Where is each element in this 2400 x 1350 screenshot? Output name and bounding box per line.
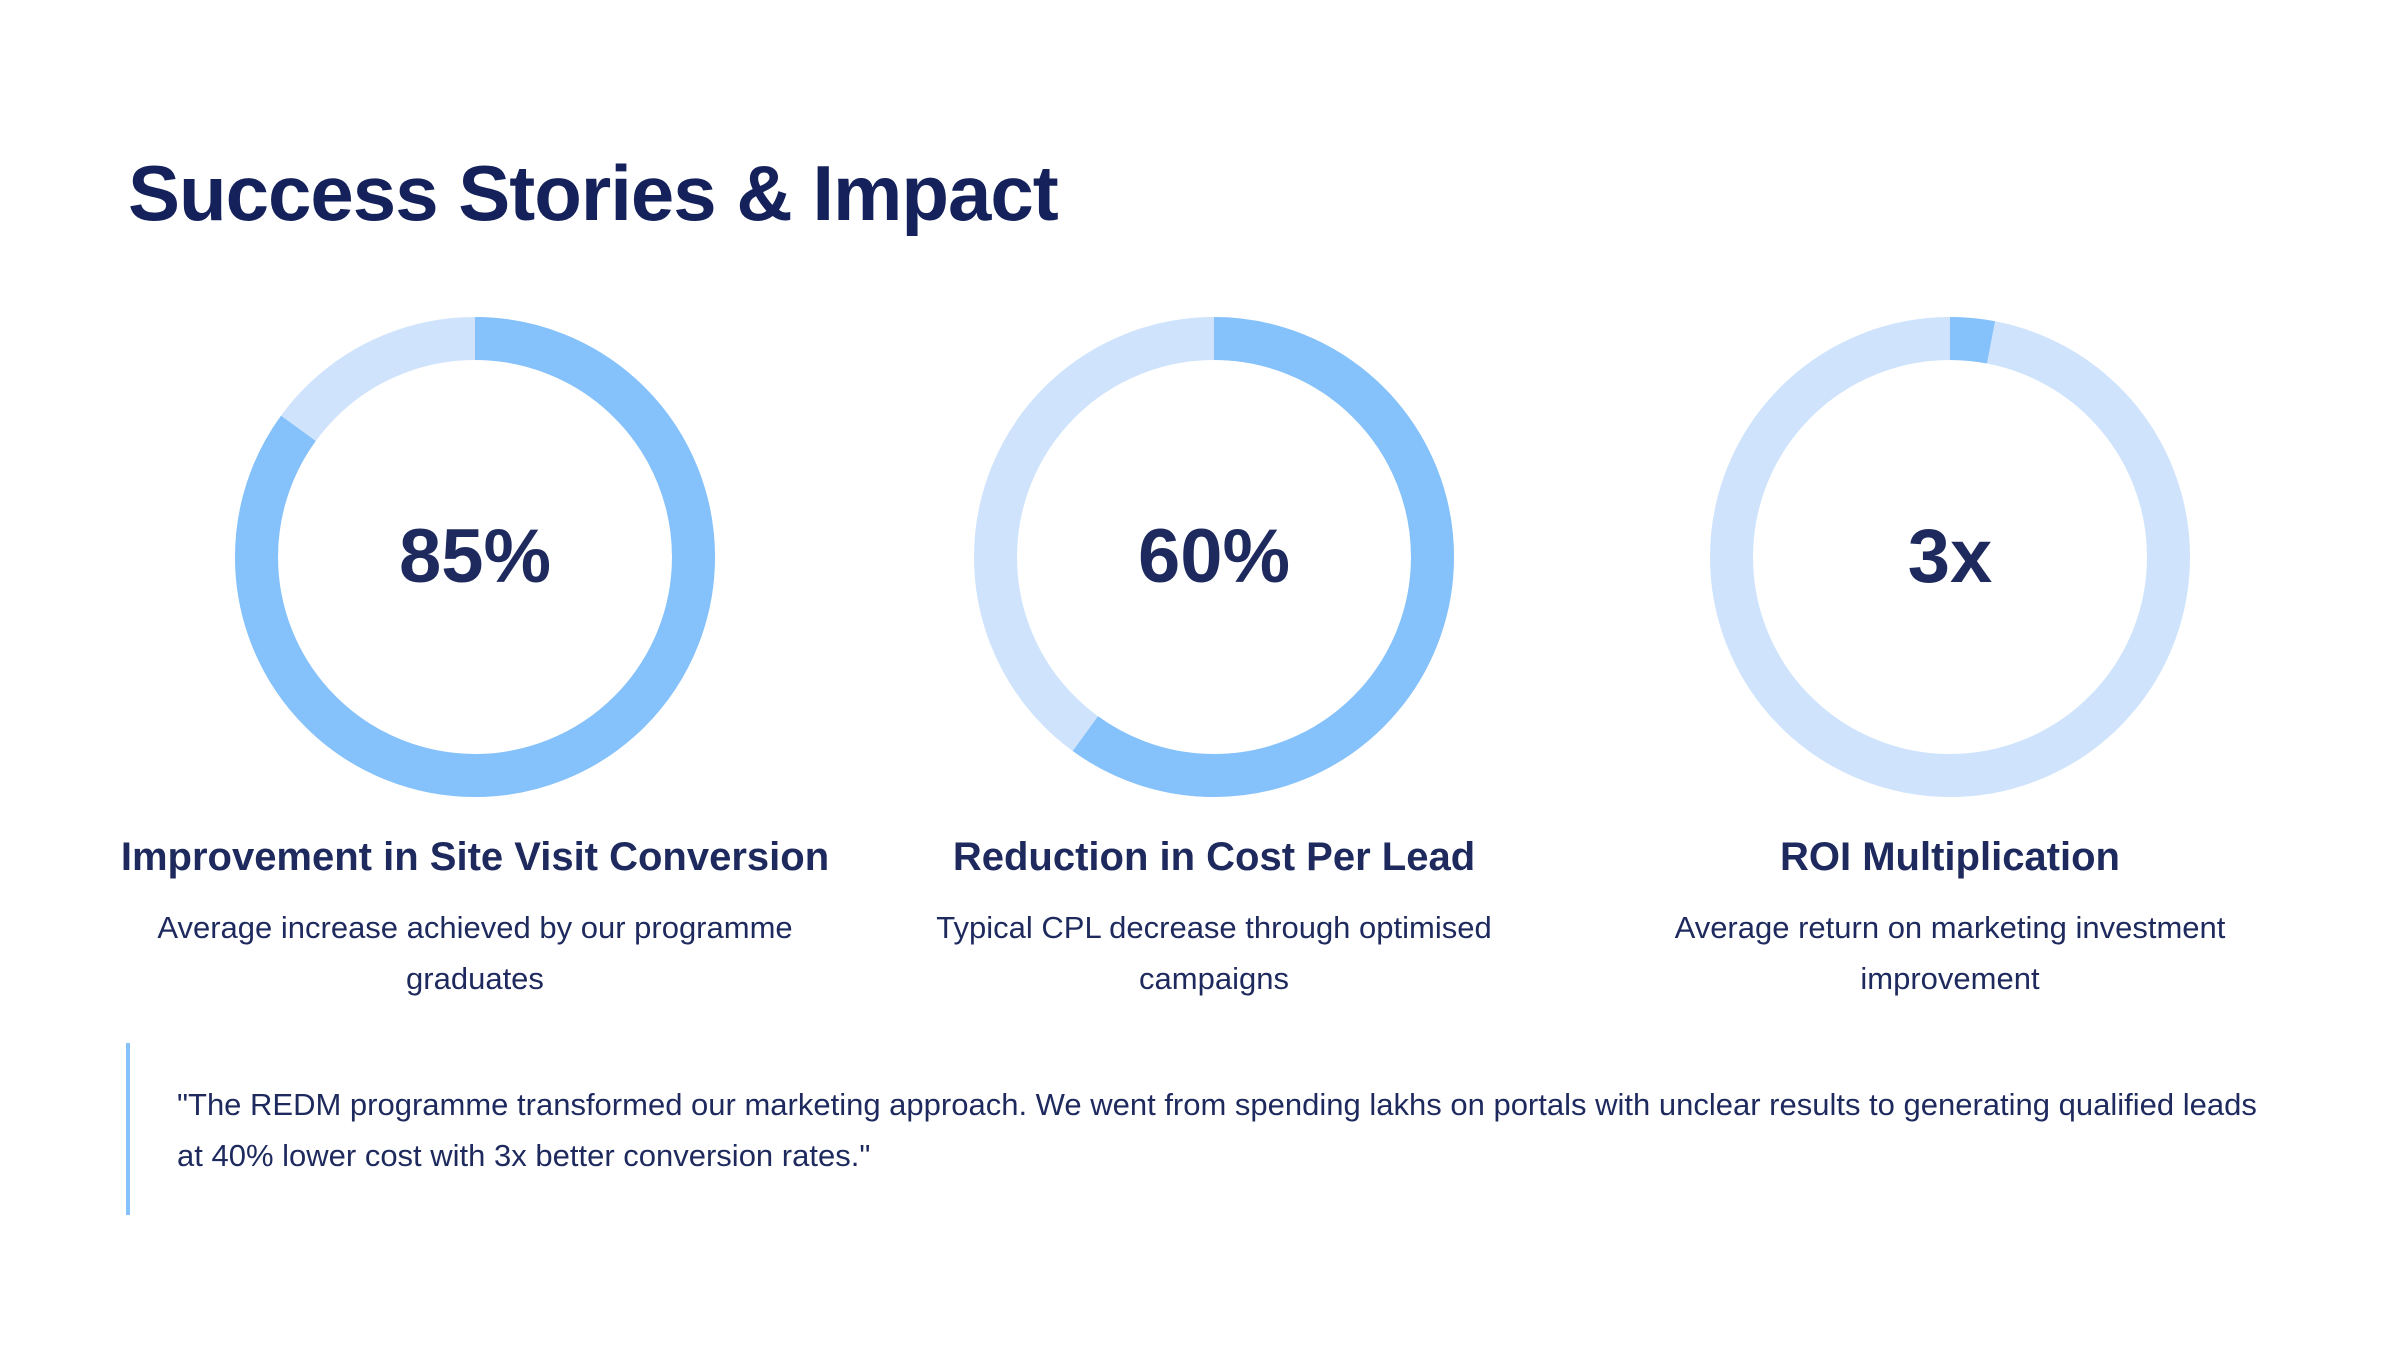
stat-title: Reduction in Cost Per Lead [952,835,1476,879]
stat-value: 3x [1907,514,1993,599]
donut-chart: 60% [974,317,1454,797]
donut-fill-arc [235,317,715,797]
stat-description: Average increase achieved by our program… [157,910,793,996]
page-title: Success Stories & Impact [128,149,1059,237]
testimonial-quote: "The REDM programme transformed our mark… [126,1043,2266,1215]
stat-card-roi: 3x ROI Multiplication Average return on … [1580,317,2320,1004]
donut-chart: 85% [235,317,715,797]
donut-chart: 3x [1710,317,2190,797]
stat-value: 60% [1137,514,1291,599]
stat-title: Improvement in Site Visit Conversion [120,835,830,879]
donut-svg [235,317,715,797]
stat-description: Average return on marketing investment i… [1674,910,2226,996]
quote-text: "The REDM programme transformed our mark… [177,1087,2257,1173]
donut-fill-arc [1710,317,2190,797]
stat-card-conversion: 85% Improvement in Site Visit Conversion… [105,317,845,1004]
stat-title: ROI Multiplication [1780,835,2120,879]
stat-value: 85% [398,514,552,599]
stat-card-cpl: 60% Reduction in Cost Per Lead Typical C… [844,317,1584,1004]
donut-svg [1710,317,2190,797]
stat-description: Typical CPL decrease through optimised c… [936,910,1492,996]
donut-fill-arc [974,317,1454,797]
donut-svg [974,317,1454,797]
